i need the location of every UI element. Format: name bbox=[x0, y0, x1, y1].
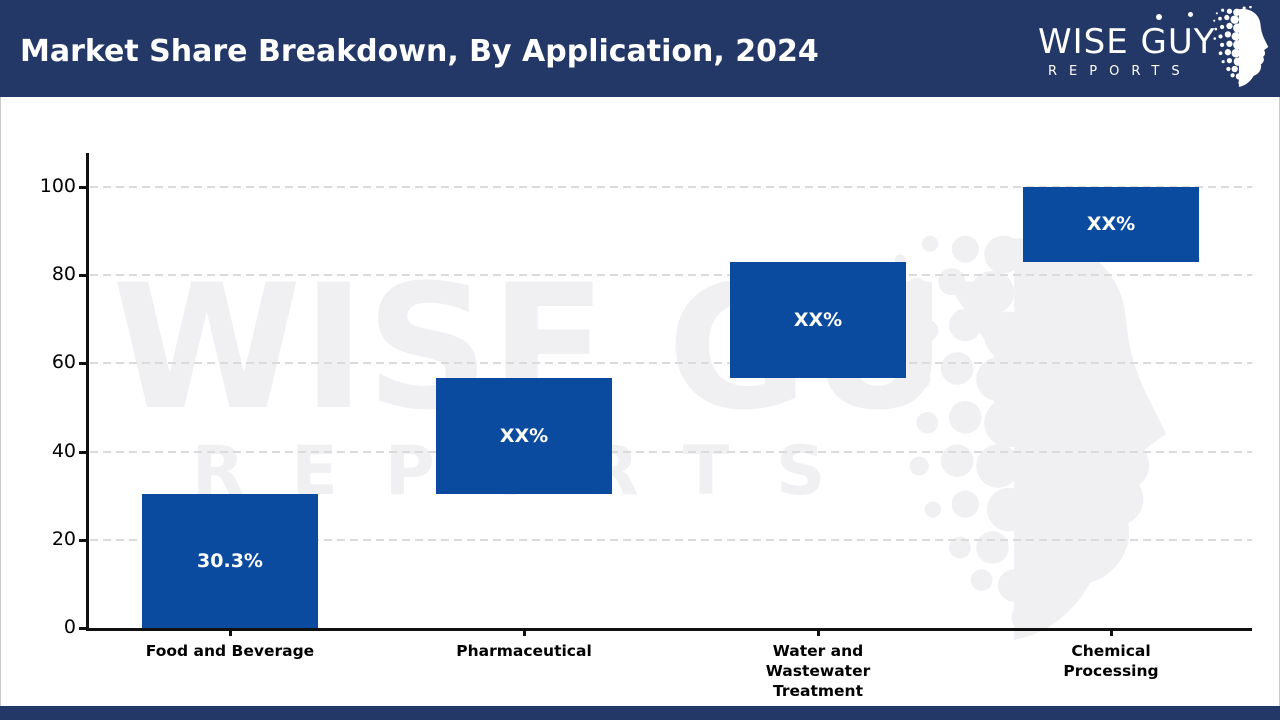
y-tick-mark bbox=[79, 362, 87, 366]
gridline-60 bbox=[90, 362, 1252, 365]
y-tick-mark bbox=[79, 274, 87, 278]
y-tick-mark bbox=[79, 627, 87, 630]
bar-3: XX% bbox=[730, 261, 906, 379]
y-tick-label: 40 bbox=[51, 439, 76, 462]
x-tick-mark bbox=[229, 628, 232, 636]
x-tick-mark bbox=[523, 628, 526, 636]
logo-subtitle: REPORTS bbox=[1048, 64, 1192, 79]
bar-value-label: 30.3% bbox=[197, 550, 263, 573]
x-tick-mark bbox=[1110, 628, 1113, 636]
bar-4: XX% bbox=[1023, 187, 1199, 262]
bar-value-label: XX% bbox=[793, 309, 843, 332]
y-tick-mark bbox=[79, 450, 87, 454]
y-tick-mark bbox=[79, 186, 87, 189]
logo-letter-dot bbox=[1156, 14, 1162, 20]
footer-bar bbox=[0, 706, 1280, 720]
x-category-label: Food and Beverage bbox=[145, 642, 315, 660]
y-tick-label: 20 bbox=[51, 527, 76, 550]
logo-letter-dot bbox=[1188, 12, 1193, 17]
bar-1: 30.3% bbox=[142, 494, 318, 628]
x-category-label: Pharmaceutical bbox=[456, 642, 592, 660]
y-tick-label: 60 bbox=[51, 351, 76, 374]
x-axis-line bbox=[86, 628, 1252, 631]
x-category-label: Chemical Processing bbox=[1063, 642, 1159, 680]
bar-2: XX% bbox=[436, 378, 612, 495]
y-axis-line bbox=[86, 153, 89, 631]
logo-wordmark: WISE GUY bbox=[1038, 22, 1216, 62]
y-tick-mark bbox=[79, 538, 87, 542]
y-tick-label: 80 bbox=[51, 263, 76, 286]
bar-value-label: XX% bbox=[1086, 213, 1136, 236]
x-category-label: Water and Wastewater Treatment bbox=[765, 642, 871, 700]
wise-guy-reports-logo: WISE GUY REPORTS bbox=[1008, 0, 1274, 97]
logo-dotted-head-icon bbox=[1208, 6, 1274, 90]
gridline-40 bbox=[90, 450, 1252, 453]
chart-title: Market Share Breakdown, By Application, … bbox=[20, 34, 819, 69]
y-tick-label: 100 bbox=[39, 175, 76, 197]
header-bar: Market Share Breakdown, By Application, … bbox=[0, 0, 1280, 97]
y-tick-label: 0 bbox=[63, 616, 76, 638]
bar-value-label: XX% bbox=[499, 425, 549, 448]
gridline-100 bbox=[90, 186, 1252, 188]
gridline-80 bbox=[90, 274, 1252, 277]
gridline-20 bbox=[90, 538, 1252, 541]
x-tick-mark bbox=[817, 628, 820, 636]
